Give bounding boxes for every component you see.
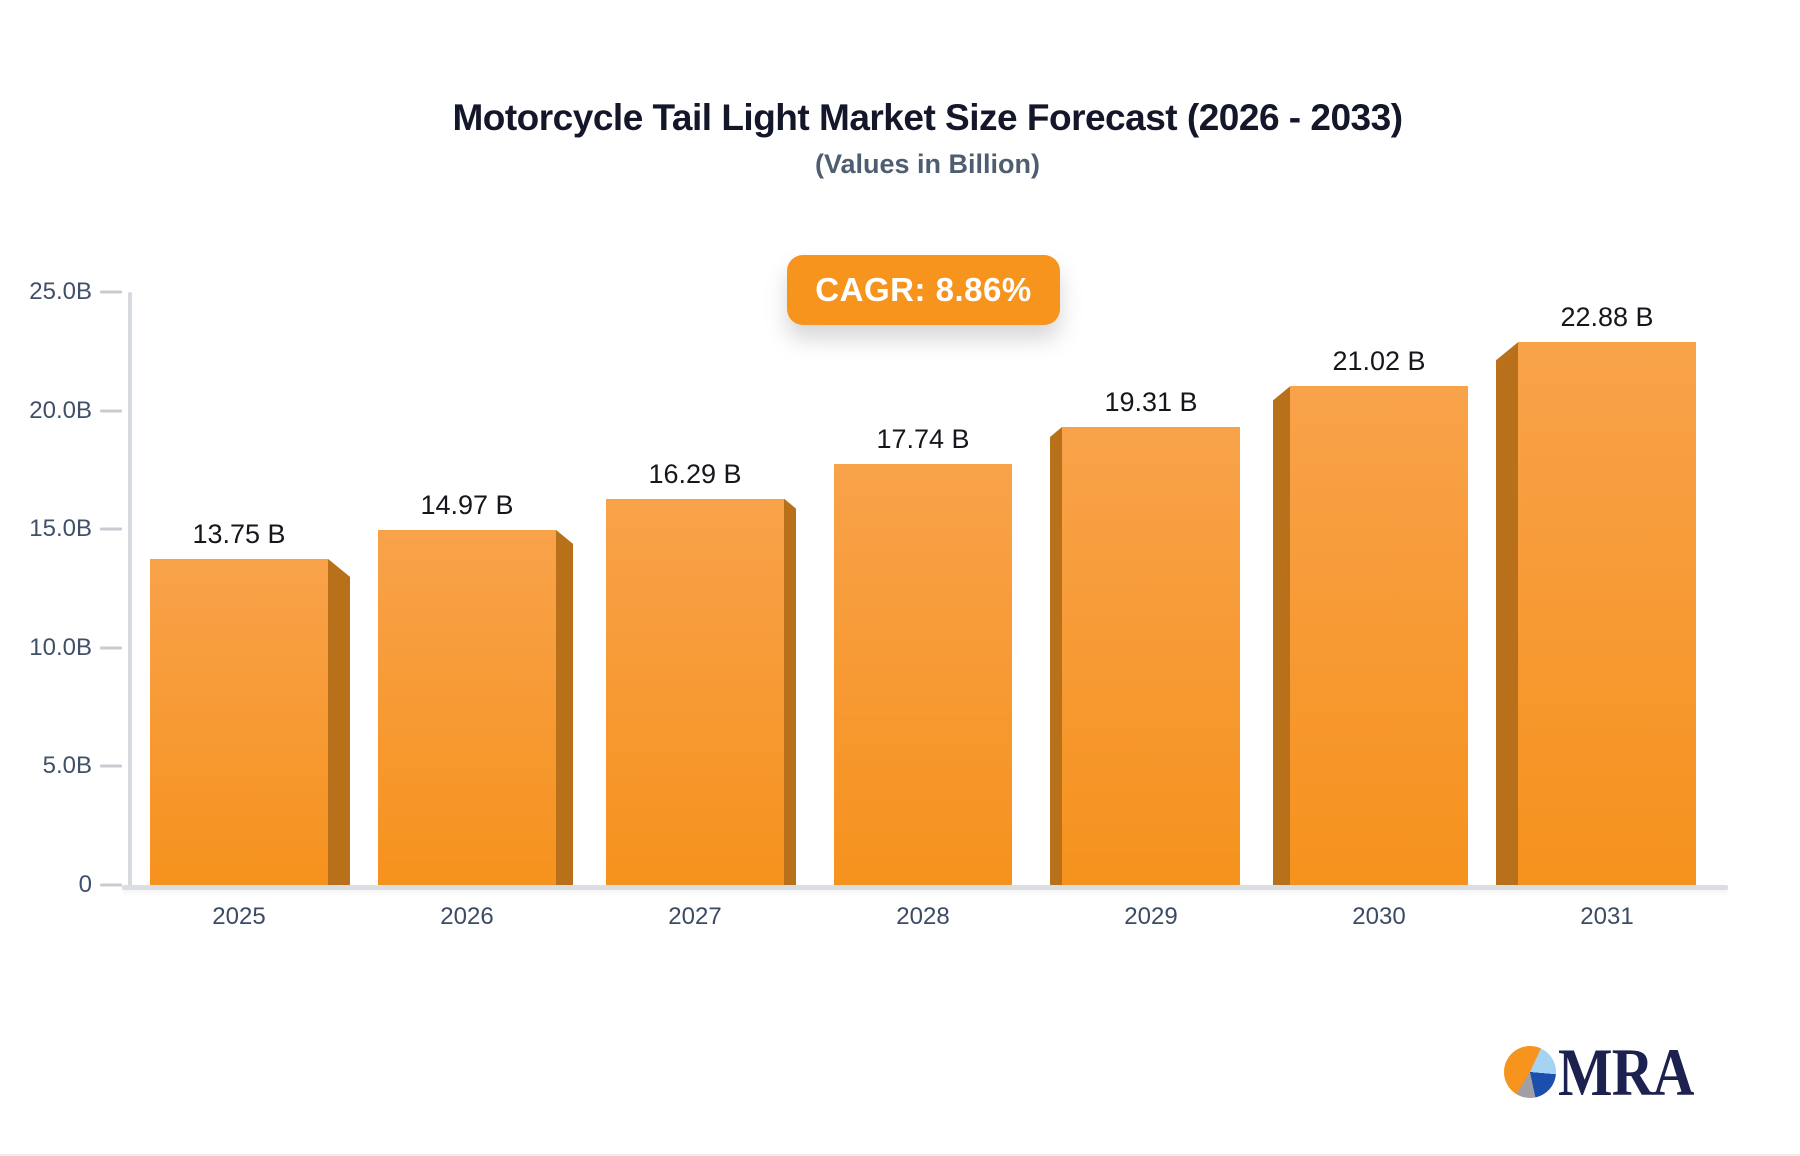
- bar-2028: [834, 464, 1012, 890]
- y-tick-dash: [100, 409, 122, 413]
- bar-value-label-2029: 19.31 B: [1104, 386, 1198, 417]
- x-category-label-2029: 2029: [1124, 903, 1178, 930]
- page-bottom-border: [0, 1154, 1800, 1156]
- y-tick-dash: [100, 764, 122, 768]
- bar-2029: [1062, 426, 1240, 890]
- brand-logo-text: MRA: [1558, 1034, 1694, 1110]
- bar-2027: [606, 498, 784, 890]
- x-category-label-2031: 2031: [1580, 903, 1634, 930]
- x-category-label-2027: 2027: [668, 903, 722, 930]
- cagr-badge: CAGR: 8.86%: [787, 255, 1060, 325]
- bar-2025: [150, 558, 328, 890]
- bar-value-label-2031: 22.88 B: [1560, 302, 1654, 333]
- chart-title: Motorcycle Tail Light Market Size Foreca…: [452, 97, 1403, 138]
- bar-side-2025: [328, 558, 350, 890]
- x-category-label-2025: 2025: [212, 903, 266, 930]
- x-category-label-2030: 2030: [1352, 903, 1406, 930]
- x-category-label-2026: 2026: [440, 903, 494, 930]
- y-tick-dash: [100, 883, 122, 887]
- x-axis-line: [122, 885, 1728, 890]
- bar-side-2030: [1273, 386, 1290, 890]
- brand-pie-icon: [1504, 1046, 1556, 1098]
- bar-2031: [1518, 342, 1696, 890]
- y-tick-dash: [100, 646, 122, 650]
- bar-value-label-2025: 13.75 B: [192, 518, 286, 549]
- y-tick-dash: [100, 527, 122, 531]
- bar-side-2026: [556, 529, 573, 890]
- bar-side-2031: [1496, 342, 1518, 890]
- y-tick-label-15.0B: 15.0B: [29, 515, 92, 543]
- y-tick-label-25.0B: 25.0B: [29, 278, 92, 305]
- bar-2026: [378, 529, 556, 890]
- x-category-label-2028: 2028: [896, 903, 950, 930]
- chart-subtitle: (Values in Billion): [814, 149, 1041, 179]
- cagr-badge-label: CAGR: 8.86%: [815, 271, 1032, 308]
- bar-value-label-2028: 17.74 B: [876, 424, 970, 455]
- y-tick-label-0: 0: [78, 871, 92, 898]
- bar-value-label-2026: 14.97 B: [420, 489, 514, 520]
- y-axis-line: [128, 292, 132, 890]
- bar-side-2027: [784, 498, 796, 890]
- y-tick-label-10.0B: 10.0B: [29, 633, 92, 661]
- brand-logo: MRA: [1504, 1032, 1717, 1112]
- y-tick-label-20.0B: 20.0B: [29, 396, 92, 424]
- y-tick-dash: [100, 290, 122, 294]
- bar-value-label-2027: 16.29 B: [648, 458, 742, 489]
- bar-2030: [1290, 386, 1468, 890]
- y-tick-label-5.0B: 5.0B: [42, 752, 92, 780]
- bar-side-2029: [1050, 426, 1062, 890]
- bar-value-label-2030: 21.02 B: [1332, 346, 1426, 377]
